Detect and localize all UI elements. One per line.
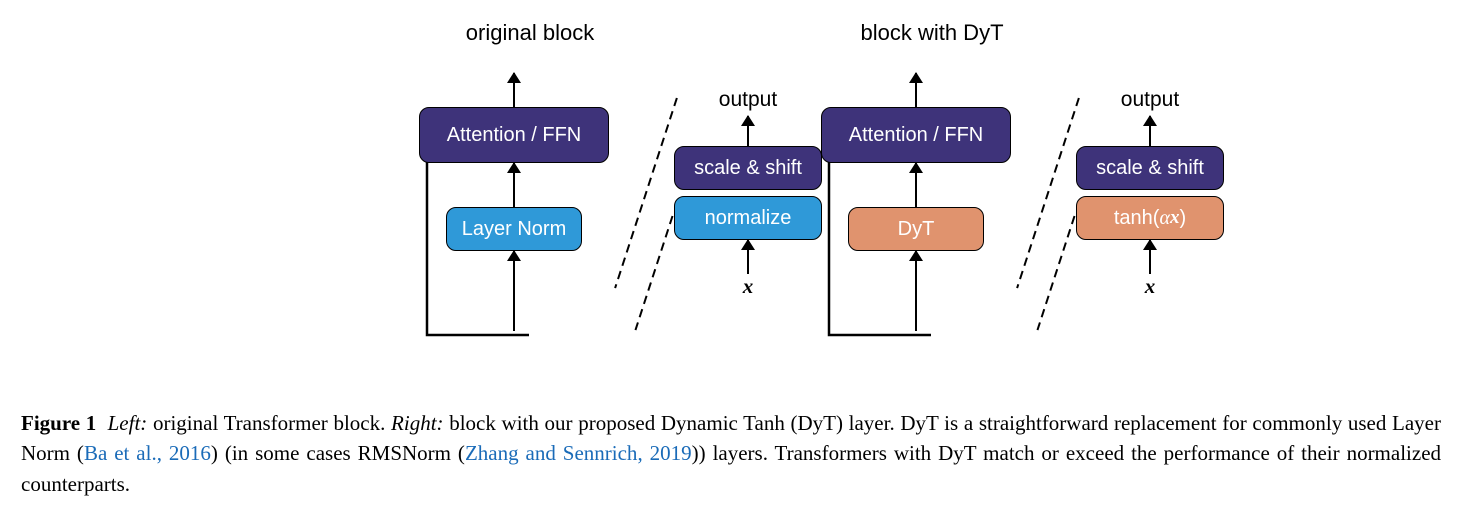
arrow-in-right — [915, 251, 918, 331]
sub-stack-right: output scale & shift tanh(αx) x — [1065, 58, 1235, 378]
figure-label: Figure 1 — [21, 411, 96, 435]
arrow-sub-out-left — [747, 116, 750, 146]
tanh-box: tanh(αx) — [1076, 196, 1224, 240]
panel-original-block: original block Attention / FFN Layer Nor… — [399, 20, 661, 378]
arrow-in-left — [513, 251, 516, 331]
arrow-mid-right — [915, 163, 918, 207]
diagrams-row: original block Attention / FFN Layer Nor… — [20, 20, 1442, 378]
citation-zhang[interactable]: Zhang and Sennrich, 2019 — [465, 441, 692, 465]
block-stack-right: Attention / FFN DyT — [801, 73, 1031, 363]
panel-title-left: original block — [466, 20, 594, 46]
citation-ba[interactable]: Ba et al., 2016 — [84, 441, 211, 465]
block-stack-left: Attention / FFN Layer Norm — [399, 73, 629, 363]
arrow-sub-in-left — [747, 240, 750, 274]
dyt-box: DyT — [848, 207, 984, 251]
tanh-x: x — [1170, 207, 1180, 229]
diagram-body-right: Attention / FFN DyT output scale & shift… — [801, 58, 1063, 378]
arrow-out-left — [513, 73, 516, 107]
scale-shift-box-left: scale & shift — [674, 146, 822, 190]
scale-shift-box-right: scale & shift — [1076, 146, 1224, 190]
arrow-sub-out-right — [1149, 116, 1152, 146]
output-label-right: output — [1121, 88, 1179, 112]
attention-ffn-box-left: Attention / FFN — [419, 107, 609, 163]
arrow-out-right — [915, 73, 918, 107]
tanh-prefix: tanh( — [1114, 207, 1160, 230]
diagram-body-left: Attention / FFN Layer Norm output scale … — [399, 58, 661, 378]
panel-dyt-block: block with DyT Attention / FFN DyT — [801, 20, 1063, 378]
arrow-mid-left — [513, 163, 516, 207]
normalize-box: normalize — [674, 196, 822, 240]
caption-left-label: Left: — [108, 411, 148, 435]
panel-title-right: block with DyT — [860, 20, 1003, 46]
tanh-alpha: α — [1159, 207, 1170, 230]
caption-mid-text: ) (in some cases RMSNorm ( — [211, 441, 465, 465]
input-x-left: x — [743, 274, 754, 299]
caption-left-text: original Transformer block. — [147, 411, 391, 435]
tanh-suffix: ) — [1179, 207, 1186, 230]
attention-ffn-box-right: Attention / FFN — [821, 107, 1011, 163]
output-label-left: output — [719, 88, 777, 112]
layer-norm-box: Layer Norm — [446, 207, 582, 251]
arrow-sub-in-right — [1149, 240, 1152, 274]
caption-right-label: Right: — [391, 411, 444, 435]
figure-1: original block Attention / FFN Layer Nor… — [20, 20, 1442, 499]
figure-caption: Figure 1 Left: original Transformer bloc… — [21, 408, 1441, 499]
input-x-right: x — [1145, 274, 1156, 299]
